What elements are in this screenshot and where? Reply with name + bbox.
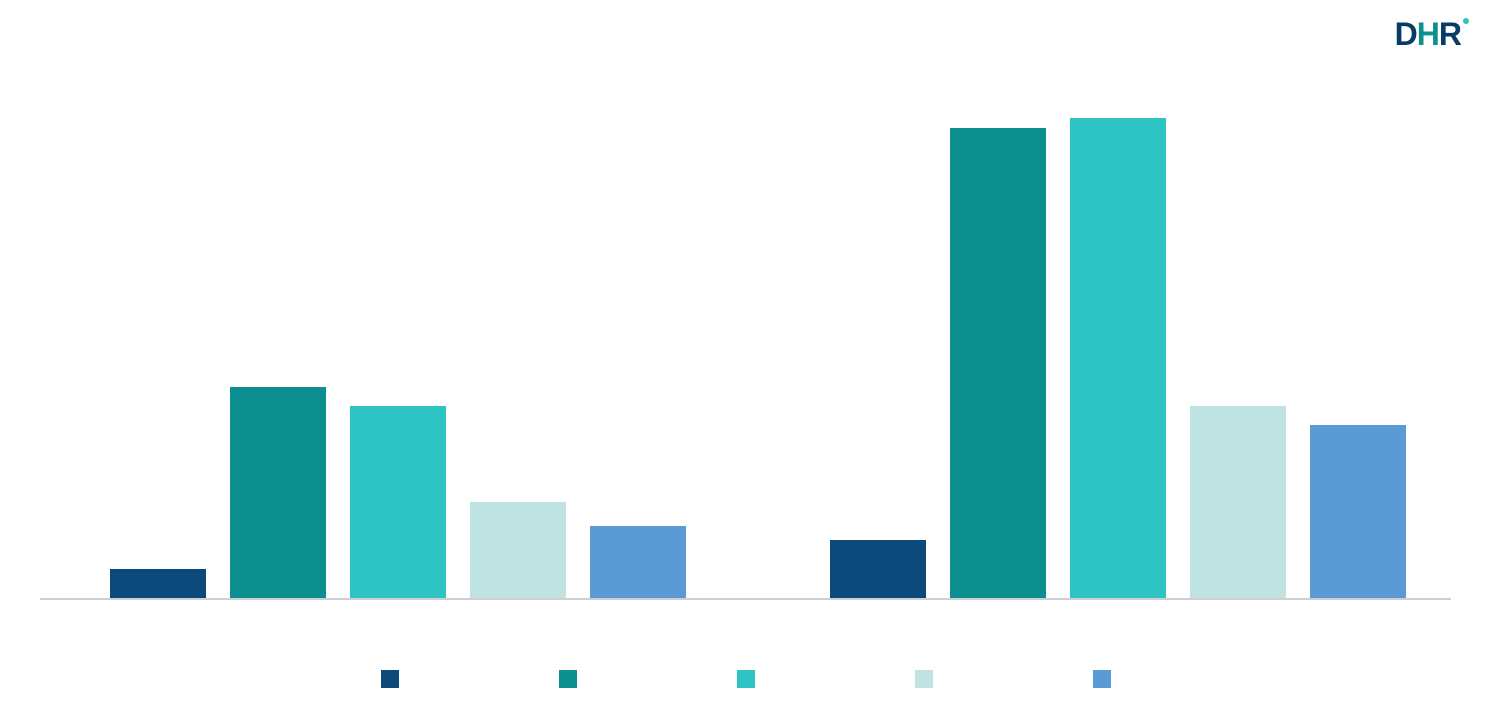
chart-bar	[470, 502, 566, 598]
chart-legend	[0, 670, 1491, 688]
chart-bar	[1190, 406, 1286, 598]
bar-group	[830, 118, 1406, 598]
legend-swatch	[381, 670, 399, 688]
chart-baseline	[40, 598, 1451, 600]
chart-bar	[230, 387, 326, 598]
chart-bar	[110, 569, 206, 598]
legend-swatch	[559, 670, 577, 688]
chart-bar	[590, 526, 686, 598]
legend-swatch	[737, 670, 755, 688]
chart-bar	[950, 128, 1046, 598]
chart-bar	[1070, 118, 1166, 598]
logo-letter-d: D	[1395, 16, 1417, 52]
logo-letter-r: R	[1439, 16, 1461, 52]
brand-logo: DHR	[1395, 18, 1461, 50]
legend-swatch	[915, 670, 933, 688]
logo-dot-icon	[1463, 18, 1469, 24]
chart-bar	[830, 540, 926, 598]
bar-chart	[40, 120, 1451, 600]
bar-group	[110, 387, 686, 598]
chart-bar	[1310, 425, 1406, 598]
legend-swatch	[1093, 670, 1111, 688]
logo-letter-h: H	[1417, 16, 1439, 52]
chart-bar	[350, 406, 446, 598]
